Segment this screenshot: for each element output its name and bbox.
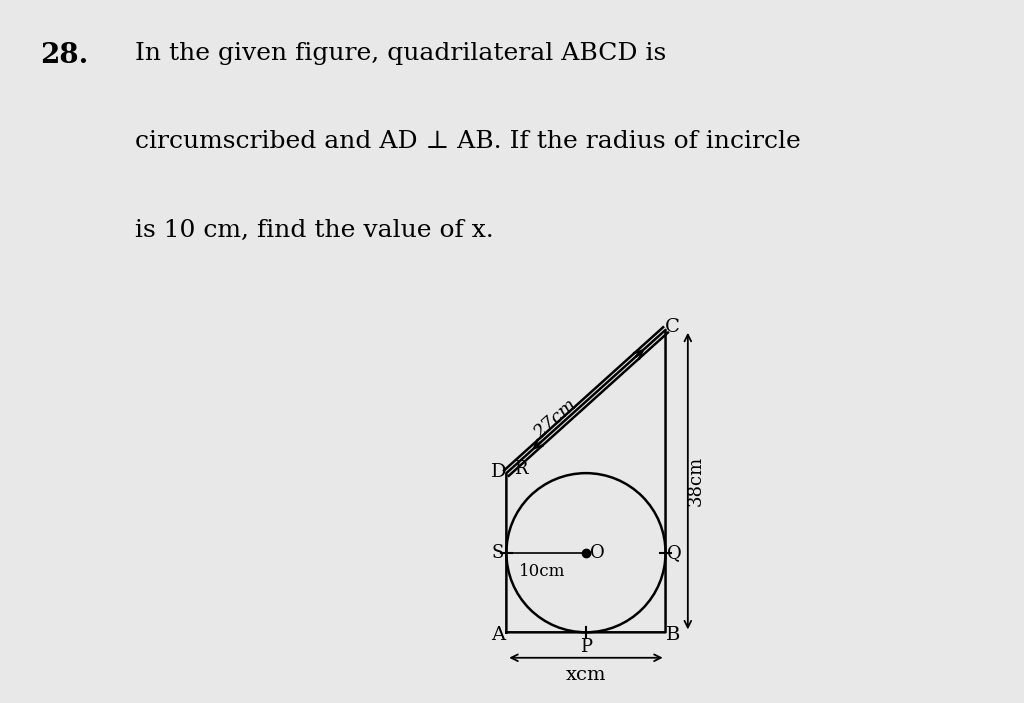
Text: 38cm: 38cm [687,456,705,506]
Text: 10cm: 10cm [519,563,565,580]
Text: D: D [490,463,506,481]
Text: is 10 cm, find the value of x.: is 10 cm, find the value of x. [135,219,495,242]
Text: xcm: xcm [565,666,606,684]
Text: C: C [665,318,679,337]
Text: B: B [666,626,680,644]
Text: P: P [580,638,592,656]
Text: A: A [492,626,506,644]
Text: O: O [590,543,604,562]
Text: R: R [514,460,527,478]
Text: circumscribed and AD ⊥ AB. If the radius of incircle: circumscribed and AD ⊥ AB. If the radius… [135,130,801,153]
Text: In the given figure, quadrilateral ABCD is: In the given figure, quadrilateral ABCD … [135,42,667,65]
Text: Q: Q [667,543,682,562]
Text: 27cm: 27cm [531,396,581,442]
Text: S: S [492,543,504,562]
Text: 28.: 28. [40,42,88,69]
